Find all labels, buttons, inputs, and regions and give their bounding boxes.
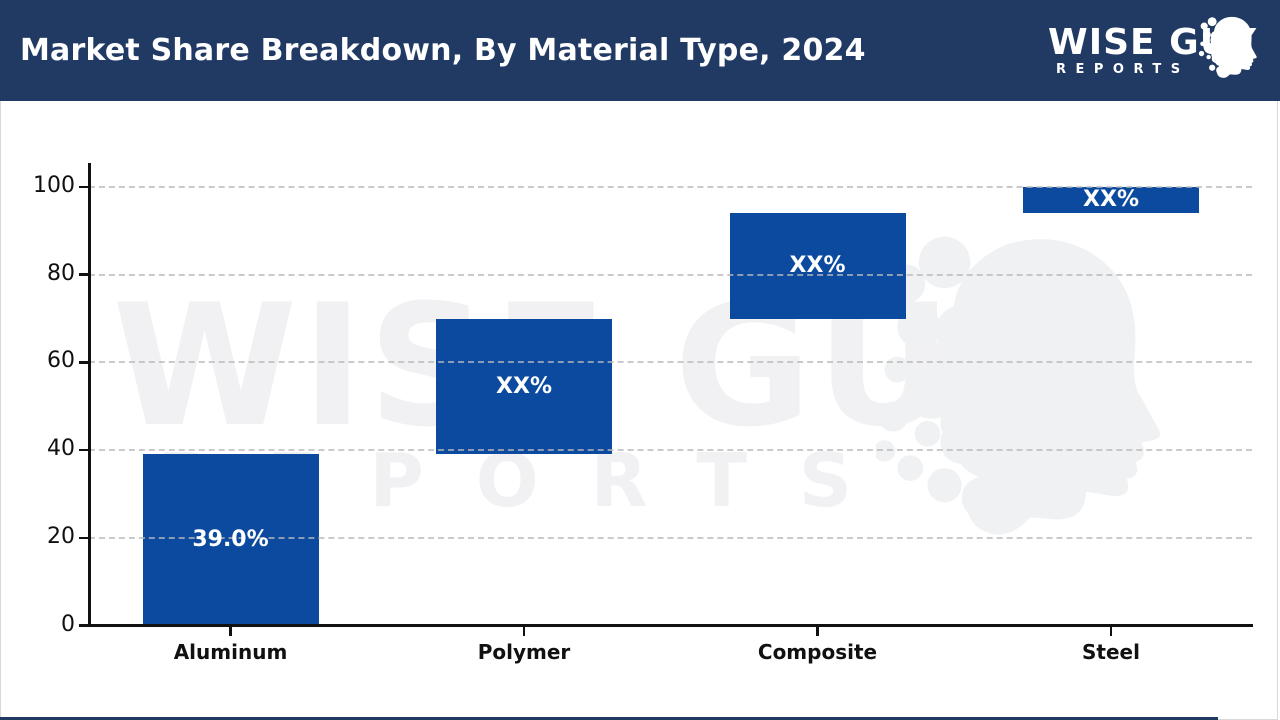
wiseguy-logo: WISE GUY REPORTS — [1016, 0, 1266, 101]
y-tick-label-60: 60 — [47, 348, 75, 374]
gridline-40 — [89, 449, 1252, 452]
x-tick-label-polymer: Polymer — [477, 640, 571, 664]
bar-composite — [729, 213, 906, 319]
y-tick-80 — [79, 273, 88, 276]
y-tick-100 — [79, 185, 88, 189]
bar-steel — [1023, 187, 1199, 214]
x-tick-label-composite: Composite — [757, 640, 878, 664]
header-bar: Market Share Breakdown, By Material Type… — [0, 0, 1280, 101]
footer-strip — [0, 717, 1218, 720]
gridline-20 — [89, 536, 1252, 539]
gridline-60 — [89, 361, 1252, 364]
x-tick-label-aluminum: Aluminum — [173, 640, 288, 664]
y-tick-label-40: 40 — [47, 436, 75, 462]
x-tick-steel — [1109, 627, 1113, 636]
bar-value-label-steel: XX% — [1083, 187, 1139, 213]
logo-face-icon — [1198, 16, 1257, 78]
gridline-100 — [89, 186, 1252, 188]
x-tick-composite — [816, 627, 819, 636]
y-tick-0 — [79, 624, 88, 627]
y-tick-label-0: 0 — [61, 611, 75, 637]
bar-value-label-composite: XX% — [789, 252, 846, 278]
y-axis-spine — [88, 163, 91, 626]
bar-polymer — [436, 318, 612, 455]
page-title: Market Share Breakdown, By Material Type… — [20, 33, 866, 68]
bar-aluminum — [142, 454, 319, 626]
bar-value-label-aluminum: 39.0% — [192, 526, 269, 552]
x-tick-label-steel: Steel — [1082, 640, 1140, 664]
x-axis-line — [88, 624, 1253, 627]
y-tick-60 — [79, 361, 88, 364]
logo-reports-text: REPORTS — [1056, 62, 1190, 77]
y-tick-label-100: 100 — [33, 173, 75, 198]
y-tick-label-20: 20 — [47, 523, 75, 549]
bar-value-label-polymer: XX% — [496, 373, 552, 399]
y-tick-label-80: 80 — [47, 260, 75, 286]
y-tick-20 — [79, 536, 88, 540]
x-tick-polymer — [522, 627, 526, 636]
x-tick-aluminum — [229, 627, 232, 636]
y-tick-40 — [79, 448, 88, 452]
gridline-80 — [89, 273, 1252, 276]
